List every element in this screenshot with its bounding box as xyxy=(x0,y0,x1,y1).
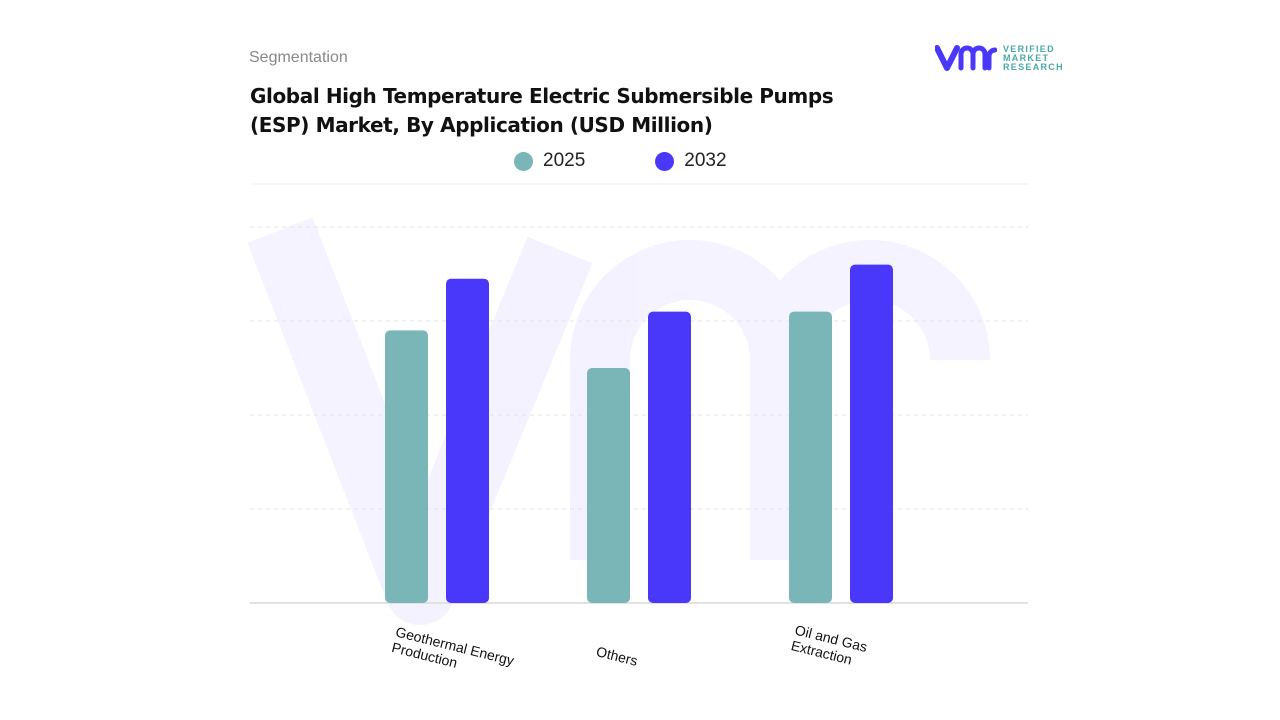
chart-title: Global High Temperature Electric Submers… xyxy=(250,84,834,137)
logo-line-3: RESEARCH xyxy=(1003,61,1064,72)
bar-2032-0 xyxy=(446,278,489,603)
segment-label: Segmentation xyxy=(249,49,348,66)
bar-2025-0 xyxy=(385,330,428,603)
logo-line-1: VERIFIED xyxy=(1003,43,1055,54)
legend: 2025 2032 xyxy=(514,150,727,172)
logo-line-2: MARKET xyxy=(1003,52,1050,63)
bar-2025-1 xyxy=(587,368,630,603)
bar-2032-1 xyxy=(648,311,691,603)
vmr-logo-icon xyxy=(935,45,997,71)
bar-2025-2 xyxy=(789,311,832,603)
legend-dot-2032 xyxy=(655,151,675,171)
legend-dot-2025 xyxy=(514,151,533,171)
verified-market-research-logo: VERIFIED MARKET RESEARCH xyxy=(935,44,1064,72)
legend-label-2025: 2025 xyxy=(543,150,586,171)
legend-item-2025: 2025 xyxy=(514,150,585,172)
legend-label-2032: 2032 xyxy=(684,150,727,171)
bar-2032-2 xyxy=(850,264,893,603)
legend-item-2032: 2032 xyxy=(655,150,727,172)
